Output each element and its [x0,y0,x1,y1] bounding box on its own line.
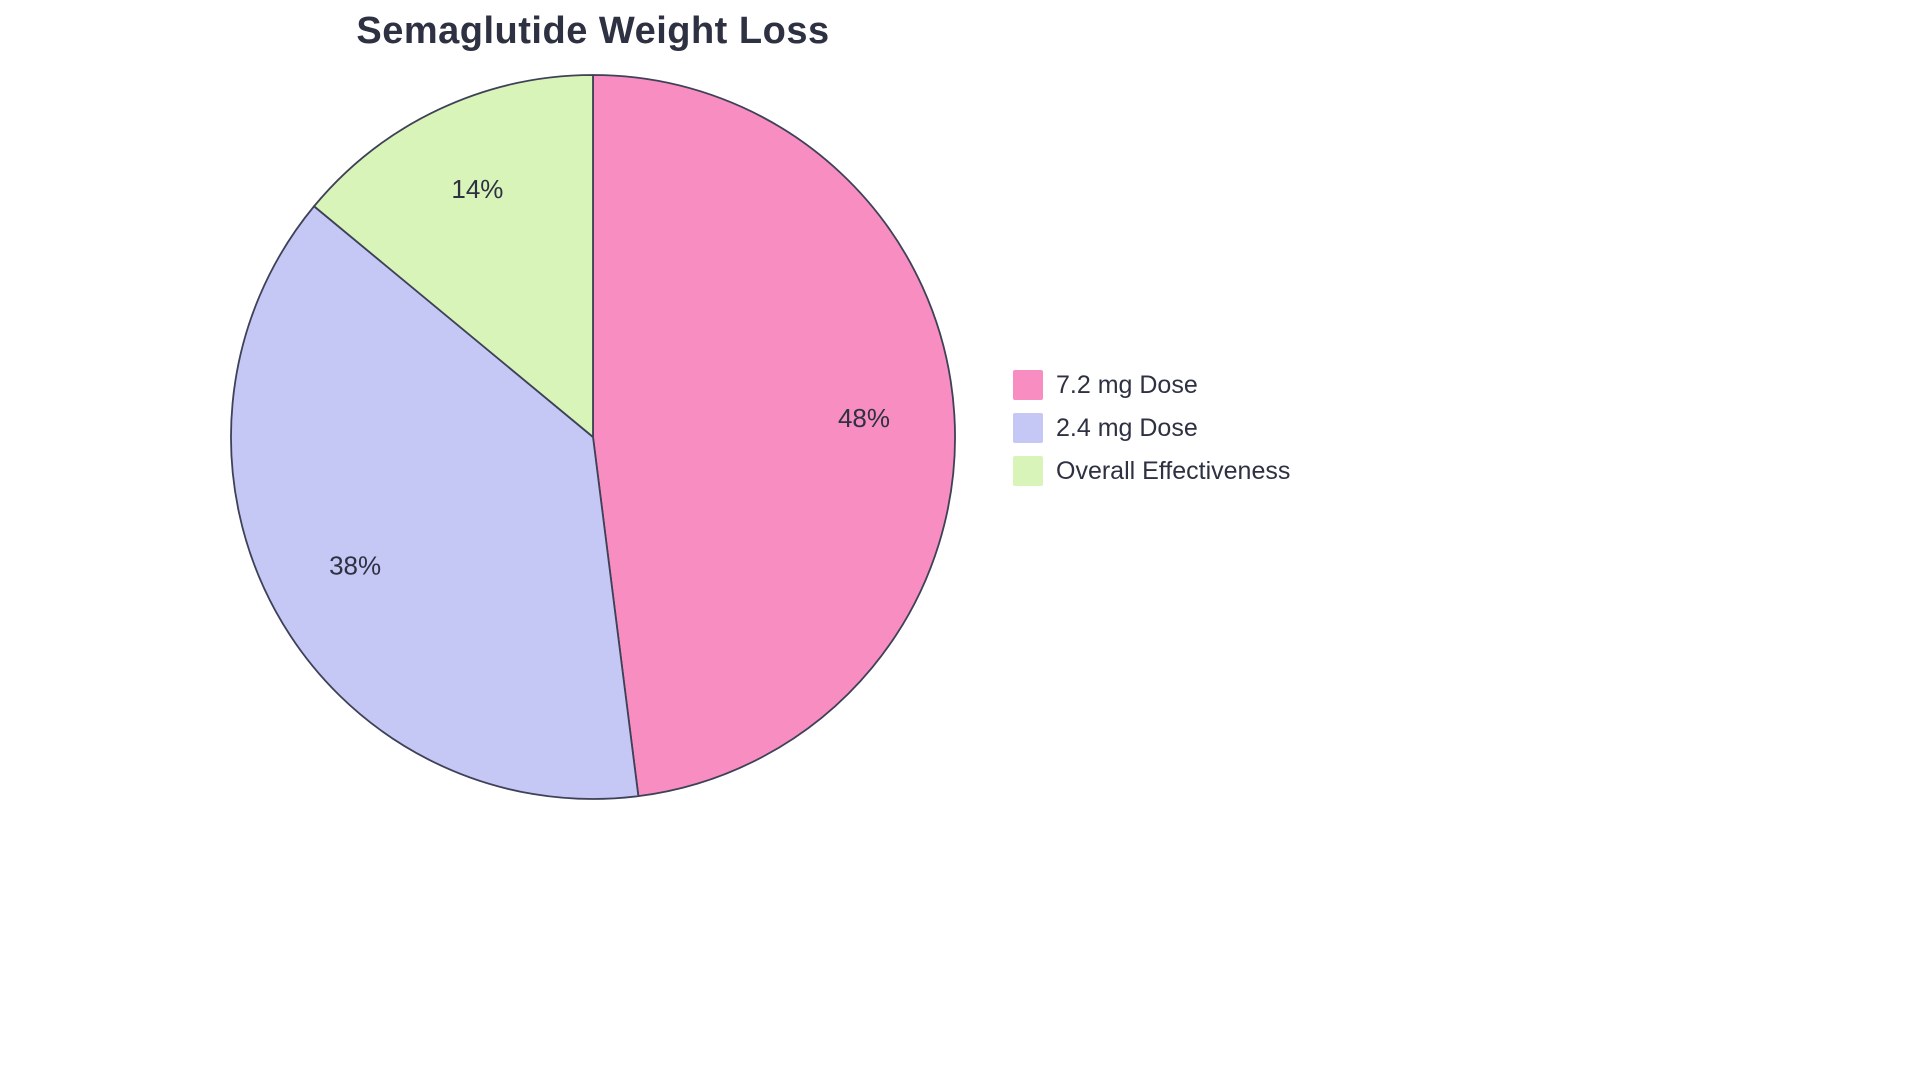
legend-label: 2.4 mg Dose [1056,413,1198,442]
legend-swatch [1013,413,1043,443]
pie-slice-0 [592,74,956,798]
legend-item-0: 7.2 mg Dose [1013,370,1290,400]
pie-slice-percent-label: 14% [451,174,503,204]
legend-swatch [1013,370,1043,400]
pie-chart: 48% 38% 14% [230,74,956,800]
legend-swatch [1013,456,1043,486]
legend-label: 7.2 mg Dose [1056,370,1198,399]
pie-slice-1 [230,205,640,800]
pie-slice-percent-label: 48% [838,403,890,433]
pie-slice-percent-label: 38% [329,551,381,581]
legend-item-2: Overall Effectiveness [1013,456,1290,486]
legend-label: Overall Effectiveness [1056,456,1291,485]
legend-item-1: 2.4 mg Dose [1013,413,1290,443]
chart-title: Semaglutide Weight Loss [356,10,830,52]
pie-slice-2 [313,74,594,438]
legend: 7.2 mg Dose 2.4 mg Dose Overall Effectiven… [1013,370,1290,499]
